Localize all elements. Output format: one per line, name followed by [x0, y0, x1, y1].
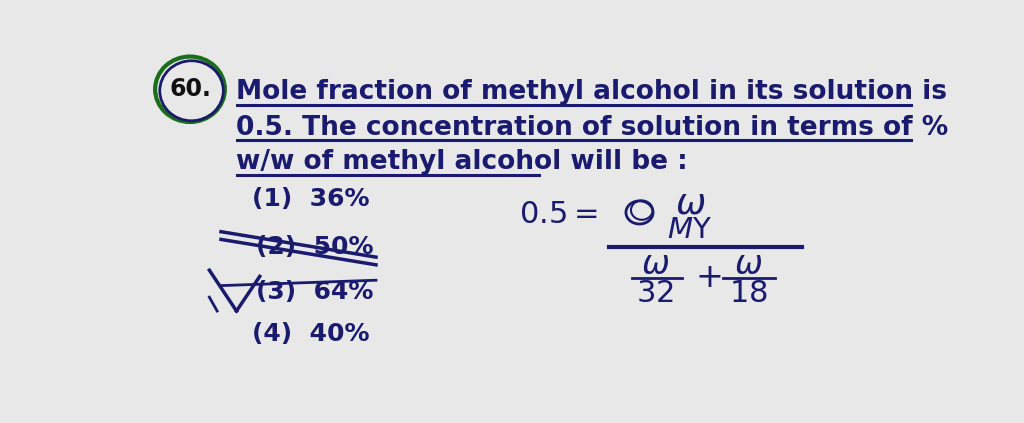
- Text: (3)  64%: (3) 64%: [256, 280, 374, 304]
- Text: $\omega$: $\omega$: [675, 186, 706, 220]
- Text: (2)  50%: (2) 50%: [256, 235, 374, 259]
- Text: $M\Upsilon$: $M\Upsilon$: [668, 216, 713, 244]
- Text: $\omega$: $\omega$: [641, 248, 670, 281]
- Text: $+$: $+$: [694, 261, 721, 294]
- Text: $32$: $32$: [636, 279, 674, 308]
- Text: 60.: 60.: [169, 77, 211, 101]
- Text: $\omega$: $\omega$: [734, 248, 762, 281]
- Text: (1)  36%: (1) 36%: [252, 187, 370, 212]
- Text: 0.5. The concentration of solution in terms of %: 0.5. The concentration of solution in te…: [237, 115, 949, 141]
- Text: $0.5 =$: $0.5 =$: [519, 200, 598, 229]
- Text: w/w of methyl alcohol will be :: w/w of methyl alcohol will be :: [237, 149, 688, 176]
- Text: (4)  40%: (4) 40%: [252, 322, 370, 346]
- Text: Mole fraction of methyl alcohol in its solution is: Mole fraction of methyl alcohol in its s…: [237, 79, 947, 104]
- Text: $18$: $18$: [729, 279, 767, 308]
